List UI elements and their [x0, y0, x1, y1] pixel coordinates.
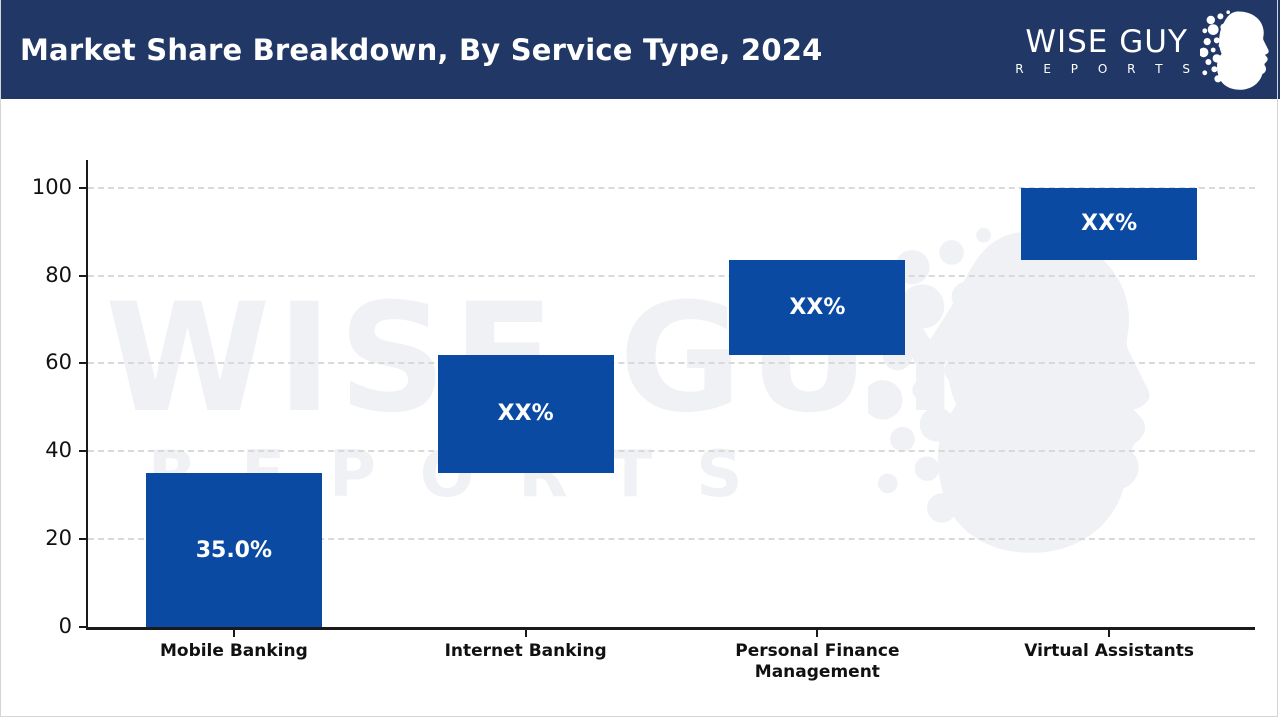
bar-value-label: 35.0% [195, 537, 273, 563]
category-label-internet-banking: Internet Banking [444, 641, 607, 661]
bar-virtual-assistants: XX% [1021, 187, 1198, 261]
bar-chart-plot-area: 0 20 40 60 80 100 35.0% XX% XX% XX% Mobile Banking… [0, 99, 1280, 720]
brand-subname: R E P O R T S [1015, 61, 1198, 76]
y-axis-line [86, 159, 88, 629]
gridline-100 [88, 186, 1255, 189]
y-tick-label-20: 20 [45, 526, 72, 551]
page-title: Market Share Breakdown, By Service Type,… [20, 32, 823, 67]
x-tick-1 [524, 629, 527, 637]
y-tick-label-0: 0 [58, 614, 72, 638]
bar-value-label: XX% [789, 294, 846, 320]
bar-personal-finance-management: XX% [729, 260, 906, 355]
y-tick-label-60: 60 [45, 350, 72, 375]
bar-internet-banking: XX% [437, 354, 614, 474]
gridline-20 [88, 538, 1255, 541]
y-tick-40 [79, 450, 88, 453]
y-tick-label-40: 40 [45, 438, 72, 463]
x-tick-0 [232, 629, 235, 637]
brand-name: WISE GUY [1025, 23, 1188, 60]
y-tick-100 [79, 186, 88, 189]
brand-head-icon [1200, 9, 1269, 90]
x-tick-3 [1108, 629, 1111, 637]
category-label-virtual-assistants: Virtual Assistants [1024, 641, 1195, 661]
y-tick-label-80: 80 [45, 262, 72, 287]
header-bar: Market Share Breakdown, By Service Type,… [0, 0, 1280, 99]
category-label-personal-finance-management: Personal Finance Management [735, 641, 900, 682]
gridline-40 [88, 450, 1255, 453]
y-tick-0 [79, 626, 88, 628]
y-tick-20 [79, 538, 88, 541]
y-tick-80 [79, 274, 88, 277]
gridline-80 [88, 274, 1255, 277]
bar-value-label: XX% [497, 401, 554, 427]
y-tick-60 [79, 362, 88, 365]
category-label-mobile-banking: Mobile Banking [159, 641, 308, 661]
x-tick-2 [816, 629, 819, 637]
bar-value-label: XX% [1081, 211, 1138, 237]
brand-logo: WISE GUY R E P O R T S [1015, 0, 1272, 99]
x-axis-line [86, 627, 1255, 630]
bar-mobile-banking: 35.0% [145, 473, 322, 627]
brand-logo-text: WISE GUY R E P O R T S [1015, 24, 1198, 76]
gridline-60 [88, 362, 1255, 365]
y-tick-label-100: 100 [31, 174, 72, 199]
